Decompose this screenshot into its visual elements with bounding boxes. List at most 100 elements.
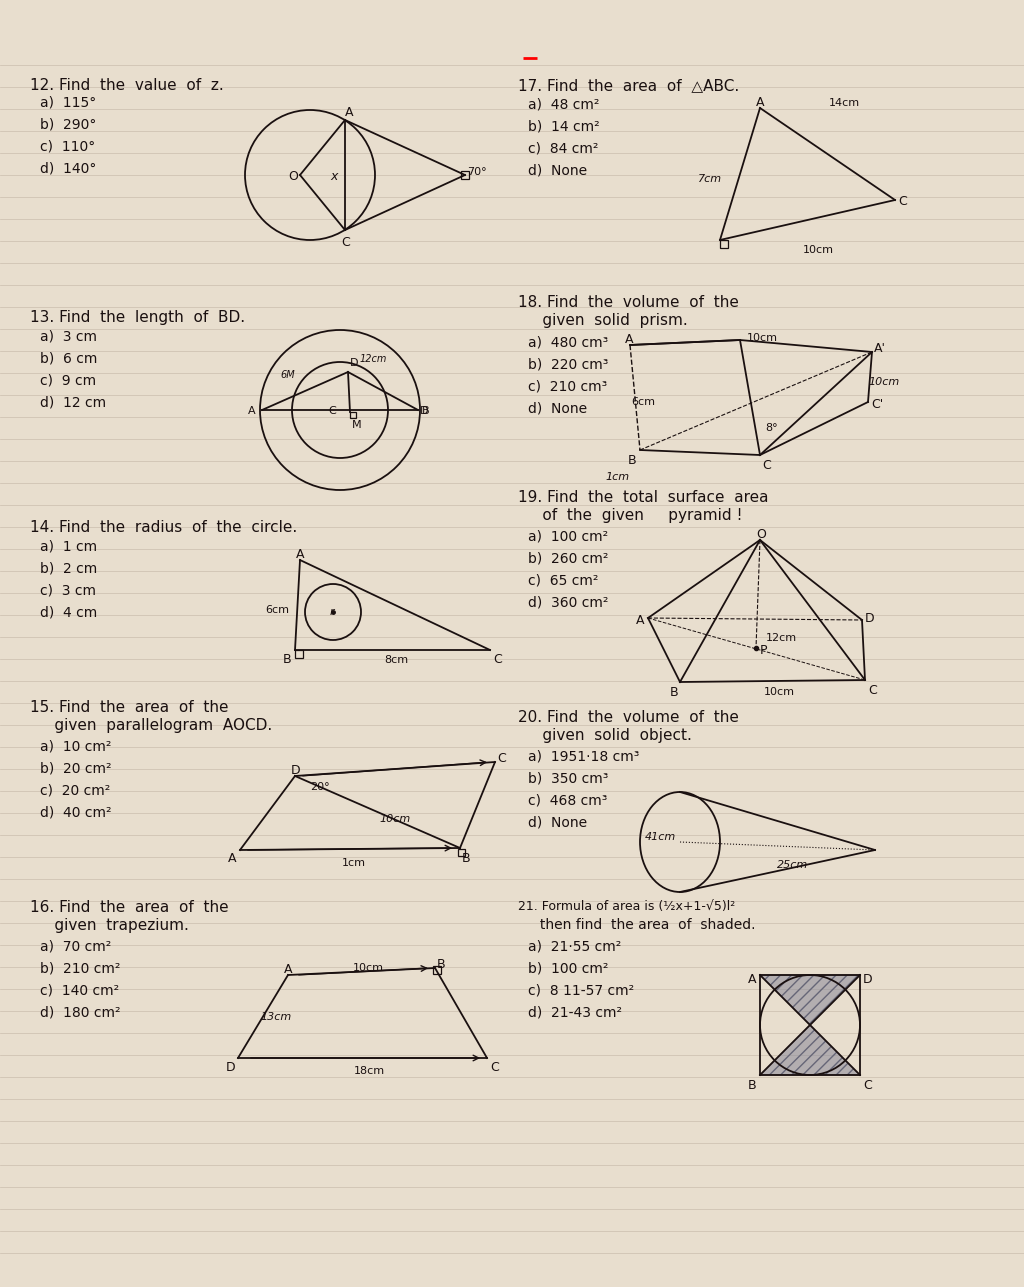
Text: 6cm: 6cm [265,605,289,615]
Text: B: B [422,405,430,416]
Text: C: C [328,405,336,416]
Text: A: A [296,548,304,561]
Bar [720,239,728,248]
Polygon shape [760,976,860,1024]
Text: D: D [865,613,874,625]
Text: C: C [863,1079,871,1091]
Text: a)  70 cm²: a) 70 cm² [40,940,112,954]
Text: A: A [636,614,644,627]
Text: C: C [898,196,906,208]
Text: a)  1951·18 cm³: a) 1951·18 cm³ [528,750,639,764]
Text: 1cm: 1cm [342,858,366,867]
Text: D: D [226,1060,236,1073]
Text: d)  360 cm²: d) 360 cm² [528,596,608,610]
Text: 70°: 70° [467,167,486,178]
Text: d)  None: d) None [528,163,587,178]
Text: c)  8 11-57 cm²: c) 8 11-57 cm² [528,985,634,997]
Bar [433,967,441,974]
Text: 18cm: 18cm [354,1066,385,1076]
Text: d)  None: d) None [528,816,587,830]
Bar [458,849,465,856]
Text: 10cm: 10cm [746,333,778,344]
Text: d)  4 cm: d) 4 cm [40,606,97,620]
Text: a)  100 cm²: a) 100 cm² [528,530,608,544]
Text: c)  20 cm²: c) 20 cm² [40,784,111,798]
Text: b)  2 cm: b) 2 cm [40,562,97,577]
Text: b)  260 cm²: b) 260 cm² [528,552,608,566]
Text: D: D [291,764,301,777]
Text: 21. Formula of area is (½x+1-√5)l²: 21. Formula of area is (½x+1-√5)l² [518,900,735,912]
Text: b)  6 cm: b) 6 cm [40,353,97,366]
Text: 10cm: 10cm [764,687,795,698]
Text: given  parallelogram  AOCD.: given parallelogram AOCD. [30,718,272,734]
Text: b)  290°: b) 290° [40,118,96,133]
Text: 12. Find  the  value  of  z.: 12. Find the value of z. [30,79,224,93]
Text: a)  10 cm²: a) 10 cm² [40,740,112,754]
Text: a)  21·55 cm²: a) 21·55 cm² [528,940,622,954]
Text: c)  468 cm³: c) 468 cm³ [528,794,607,808]
Text: b)  220 cm³: b) 220 cm³ [528,356,608,371]
Text: 6M: 6M [280,369,295,380]
Text: B: B [283,653,292,665]
Text: b)  100 cm²: b) 100 cm² [528,961,608,976]
Text: 14. Find  the  radius  of  the  circle.: 14. Find the radius of the circle. [30,520,297,535]
Text: C: C [762,459,771,472]
Text: 8°: 8° [765,423,777,432]
Text: d)  180 cm²: d) 180 cm² [40,1006,121,1021]
Text: a)  3 cm: a) 3 cm [40,329,97,344]
Text: d)  140°: d) 140° [40,162,96,176]
Text: A: A [284,963,293,976]
Text: a)  1 cm: a) 1 cm [40,541,97,553]
Text: 13cm: 13cm [260,1012,291,1022]
Text: of  the  given     pyramid !: of the given pyramid ! [518,508,742,523]
Text: 18. Find  the  volume  of  the: 18. Find the volume of the [518,295,739,310]
Text: C: C [497,752,506,764]
Text: A: A [228,852,237,865]
Text: A: A [625,333,634,346]
Text: 8cm: 8cm [384,655,409,665]
Text: 6cm: 6cm [631,396,655,407]
Text: a)  115°: a) 115° [40,97,96,109]
Text: 10cm: 10cm [353,963,384,973]
Text: B: B [670,686,679,699]
Text: 16. Find  the  area  of  the: 16. Find the area of the [30,900,228,915]
Text: b)  350 cm³: b) 350 cm³ [528,772,608,786]
Text: C: C [493,653,502,665]
Text: c)  3 cm: c) 3 cm [40,584,96,598]
Text: M: M [352,420,361,430]
Text: D: D [863,973,872,986]
Text: x: x [330,170,337,183]
Text: a)  480 cm³: a) 480 cm³ [528,335,608,349]
Text: given  solid  object.: given solid object. [518,728,692,743]
Text: 25cm: 25cm [777,860,808,870]
Text: given  solid  prism.: given solid prism. [518,313,688,328]
Text: 12cm: 12cm [360,354,387,364]
Text: c)  140 cm²: c) 140 cm² [40,985,119,997]
Text: C: C [490,1060,499,1073]
Polygon shape [760,1024,860,1075]
Text: D: D [350,358,358,368]
Text: B: B [462,852,471,865]
Text: 14cm: 14cm [829,98,860,108]
Text: d)  12 cm: d) 12 cm [40,396,106,411]
Text: 17. Find  the  area  of  △ABC.: 17. Find the area of △ABC. [518,79,739,93]
Text: then find  the area  of  shaded.: then find the area of shaded. [518,918,756,932]
Text: c)  210 cm³: c) 210 cm³ [528,378,607,393]
Text: O: O [756,528,766,541]
Text: 19. Find  the  total  surface  area: 19. Find the total surface area [518,490,768,505]
Text: d)  None: d) None [528,402,587,414]
Text: a)  48 cm²: a) 48 cm² [528,98,599,112]
Text: A: A [756,97,765,109]
Text: A: A [345,106,353,118]
Text: C': C' [871,398,884,411]
Text: c)  9 cm: c) 9 cm [40,375,96,387]
Text: B: B [748,1079,757,1091]
Text: C: C [868,683,877,698]
Text: d)  40 cm²: d) 40 cm² [40,806,112,820]
Text: P: P [760,644,768,656]
Text: 13. Find  the  length  of  BD.: 13. Find the length of BD. [30,310,245,326]
Text: 7cm: 7cm [698,174,722,184]
Text: 10cm: 10cm [379,813,411,824]
Text: B: B [437,958,445,970]
Bar [295,650,303,658]
